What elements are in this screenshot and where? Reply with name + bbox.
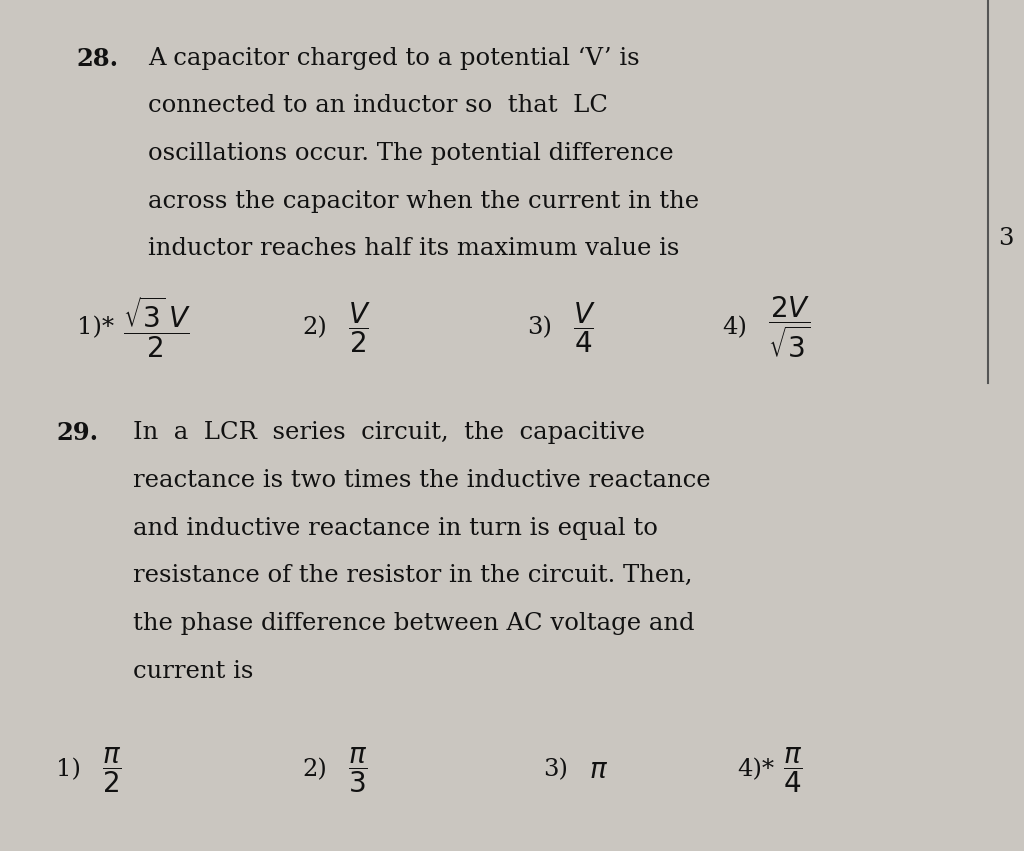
Text: A capacitor charged to a potential ‘V’ is: A capacitor charged to a potential ‘V’ i… xyxy=(148,47,640,70)
Text: inductor reaches half its maximum value is: inductor reaches half its maximum value … xyxy=(148,237,680,260)
Text: 4): 4) xyxy=(722,316,746,340)
Text: oscillations occur. The potential difference: oscillations occur. The potential differ… xyxy=(148,142,674,165)
Text: resistance of the resistor in the circuit. Then,: resistance of the resistor in the circui… xyxy=(133,564,692,587)
Text: $\dfrac{2V}{\sqrt{3}}$: $\dfrac{2V}{\sqrt{3}}$ xyxy=(768,295,811,360)
Text: the phase difference between AC voltage and: the phase difference between AC voltage … xyxy=(133,612,694,635)
Text: connected to an inductor so  that  LC: connected to an inductor so that LC xyxy=(148,94,608,117)
Text: $\dfrac{\pi}{2}$: $\dfrac{\pi}{2}$ xyxy=(102,745,122,795)
Text: and inductive reactance in turn is equal to: and inductive reactance in turn is equal… xyxy=(133,517,658,540)
Text: 4)*: 4)* xyxy=(737,758,774,782)
Text: 3): 3) xyxy=(543,758,567,782)
Text: current is: current is xyxy=(133,660,254,683)
Text: 2): 2) xyxy=(302,758,327,782)
Text: 1)*: 1)* xyxy=(77,316,114,340)
Text: across the capacitor when the current in the: across the capacitor when the current in… xyxy=(148,190,699,213)
Text: 3): 3) xyxy=(527,316,552,340)
Text: $\dfrac{\pi}{3}$: $\dfrac{\pi}{3}$ xyxy=(348,745,368,795)
Text: reactance is two times the inductive reactance: reactance is two times the inductive rea… xyxy=(133,469,711,492)
Text: 28.: 28. xyxy=(77,47,119,71)
Text: 29.: 29. xyxy=(56,421,98,445)
Text: $\dfrac{\sqrt{3}\,V}{2}$: $\dfrac{\sqrt{3}\,V}{2}$ xyxy=(123,295,190,360)
Text: $\pi$: $\pi$ xyxy=(589,757,608,784)
Text: 3: 3 xyxy=(998,226,1014,250)
Text: $\dfrac{\pi}{4}$: $\dfrac{\pi}{4}$ xyxy=(783,745,803,795)
Text: 2): 2) xyxy=(302,316,327,340)
Text: In  a  LCR  series  circuit,  the  capacitive: In a LCR series circuit, the capacitive xyxy=(133,421,645,444)
Text: 1): 1) xyxy=(56,758,81,782)
Text: $\dfrac{V}{4}$: $\dfrac{V}{4}$ xyxy=(573,300,596,355)
Text: $\dfrac{V}{2}$: $\dfrac{V}{2}$ xyxy=(348,300,371,355)
